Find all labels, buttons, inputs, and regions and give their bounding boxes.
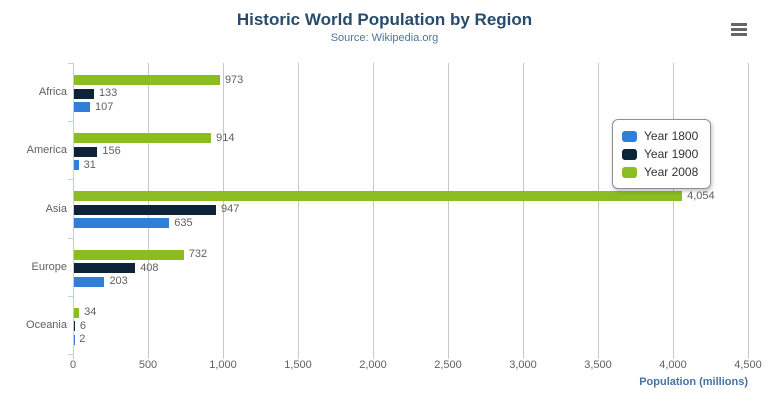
chart-title: Historic World Population by Region: [236, 10, 533, 29]
value-label-year-1800-oceania: 2: [79, 333, 86, 346]
category-axis-tick: [68, 354, 73, 355]
x-axis-label: 0: [69, 359, 77, 371]
x-axis-tick: [73, 354, 74, 359]
x-axis-tick: [223, 354, 224, 359]
gridline: [523, 63, 524, 354]
gridline: [373, 63, 374, 354]
category-label-america: America: [26, 144, 67, 157]
bar-year-1900-europe: [74, 263, 136, 274]
category-label-europe: Europe: [31, 260, 67, 273]
legend: Year 1800 Year 1900 Year 2008: [612, 119, 712, 189]
x-axis-label: 1,000: [209, 359, 237, 371]
category-axis-tick: [68, 238, 73, 239]
legend-item-year-2008[interactable]: Year 2008: [622, 163, 698, 181]
bar-year-1900-oceania: [74, 321, 75, 332]
bar-year-2008-oceania: [74, 307, 80, 318]
value-label-year-2008-asia: 4,054: [687, 189, 715, 202]
x-axis-tick: [598, 354, 599, 359]
x-axis-label: 3,500: [584, 359, 612, 371]
bar-year-1800-america: [74, 160, 79, 171]
category-axis-tick: [68, 296, 73, 297]
category-axis-tick: [68, 63, 73, 64]
value-label-year-1900-oceania: 6: [79, 319, 87, 332]
legend-label: Year 2008: [644, 165, 699, 179]
bar-year-1900-africa: [74, 88, 94, 99]
gridline: [223, 63, 224, 354]
value-label-year-1900-africa: 133: [98, 87, 118, 99]
x-axis-tick: [673, 354, 674, 359]
value-label-year-1900-asia: 947: [221, 203, 240, 216]
bar-year-1900-asia: [74, 204, 217, 215]
category-axis-tick: [68, 121, 73, 122]
legend-symbol-year-2008: [622, 166, 637, 178]
x-axis-tick: [523, 354, 524, 359]
x-axis-label: 3,000: [509, 359, 537, 371]
x-axis-tick: [373, 354, 374, 359]
value-label-year-1800-america: 31: [83, 158, 96, 171]
hamburger-menu-icon: [729, 22, 749, 36]
context-menu-button[interactable]: [727, 20, 751, 40]
x-axis-tick: [148, 354, 149, 359]
legend-label: Year 1900: [644, 147, 699, 161]
gridline: [748, 63, 749, 354]
legend-symbol-year-1800: [622, 130, 637, 142]
value-label-year-1900-america: 156: [102, 145, 121, 158]
value-label-year-1800-asia: 635: [174, 216, 193, 229]
bar-year-1800-asia: [74, 218, 170, 229]
bar-year-1800-europe: [74, 276, 105, 287]
x-axis-label: 500: [138, 359, 158, 371]
gridline: [448, 63, 449, 354]
category-label-africa: Africa: [38, 86, 67, 99]
value-label-year-2008-america: 914: [216, 131, 235, 144]
value-label-year-1800-europe: 203: [109, 275, 128, 288]
category-label-asia: Asia: [45, 202, 67, 215]
value-label-year-1900-europe: 408: [140, 261, 159, 274]
bar-year-2008-europe: [74, 249, 184, 260]
value-label-year-2008-europe: 732: [188, 248, 208, 261]
x-axis-label: 1,500: [284, 359, 312, 371]
bar-year-2008-asia: [74, 191, 683, 202]
legend-item-year-1800[interactable]: Year 1800: [622, 127, 698, 145]
value-label-year-2008-africa: 973: [224, 73, 244, 86]
gridline: [673, 63, 674, 354]
x-axis-title: Population (millions): [639, 376, 748, 388]
legend-label: Year 1800: [644, 129, 699, 143]
x-axis-tick: [448, 354, 449, 359]
gridline: [298, 63, 299, 354]
category-axis-tick: [68, 179, 73, 180]
legend-item-year-1900[interactable]: Year 1900: [622, 145, 698, 163]
bar-year-1900-america: [74, 146, 98, 157]
x-axis-label: 2,500: [434, 359, 462, 371]
x-axis-label: 2,000: [359, 359, 387, 371]
chart-subtitle: Source: Wikipedia.org: [330, 32, 439, 44]
bar-year-2008-america: [74, 133, 212, 144]
bar-year-2008-africa: [74, 75, 220, 85]
value-label-year-2008-oceania: 34: [84, 306, 97, 319]
x-axis-tick: [298, 354, 299, 359]
legend-symbol-year-1900: [622, 148, 637, 160]
category-label-oceania: Oceania: [26, 318, 67, 331]
x-axis-label: 4,000: [659, 359, 687, 371]
bar-year-1800-africa: [74, 102, 91, 112]
value-label-year-1800-africa: 107: [95, 100, 114, 113]
x-axis-tick: [748, 354, 749, 359]
x-axis-label: 4,500: [734, 359, 762, 371]
category-axis-line: [73, 63, 74, 354]
gridline: [598, 63, 599, 354]
